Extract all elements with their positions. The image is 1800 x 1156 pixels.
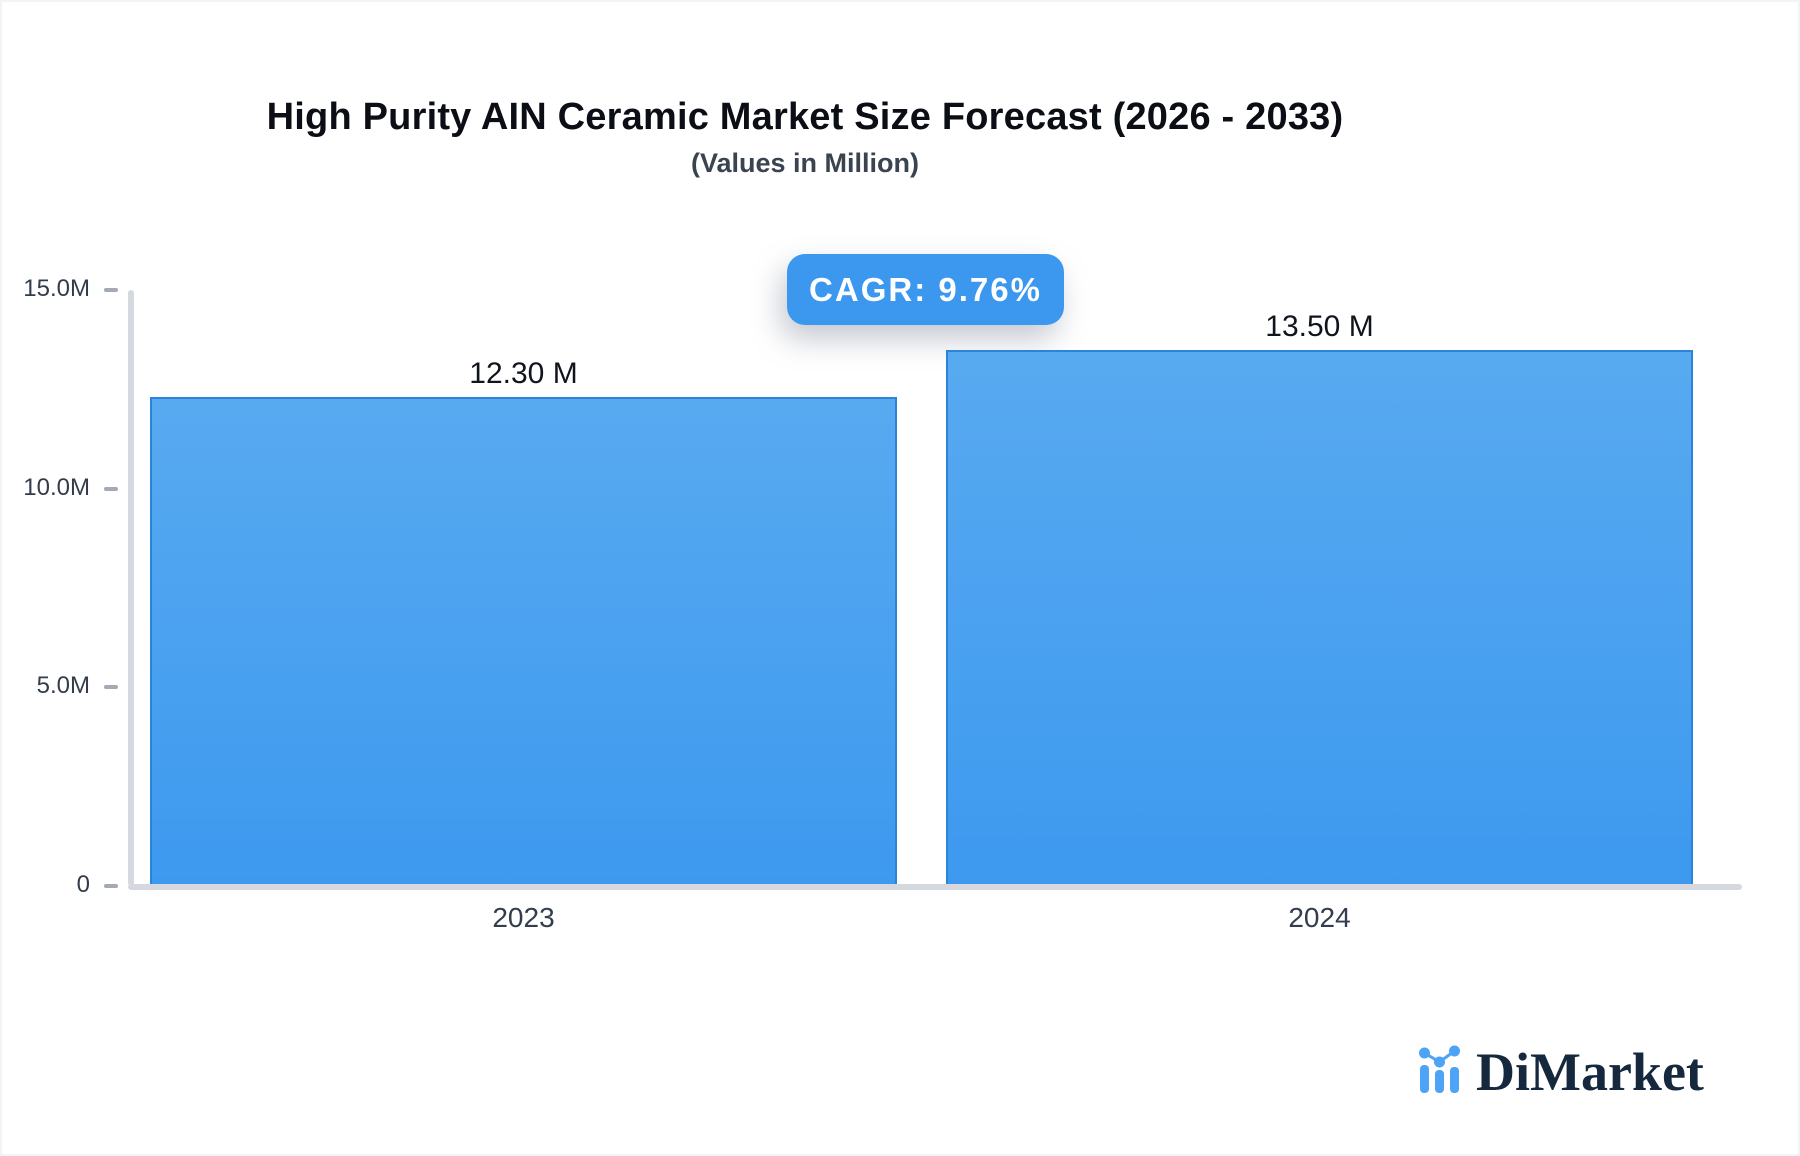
y-axis-tick-mark — [104, 884, 118, 888]
bar-2023 — [150, 397, 897, 884]
y-axis-tick-label: 5.0M — [36, 672, 90, 700]
y-axis-line — [128, 290, 134, 886]
chart-subtitle: (Values in Million) — [690, 148, 920, 178]
y-axis-tick-mark — [104, 486, 118, 491]
dimarket-logo: DiMarket — [1414, 1040, 1704, 1101]
y-axis-tick-mark — [104, 288, 118, 292]
y-axis-tick-label: 15.0M — [23, 275, 90, 302]
y-axis-tick-label: 0 — [76, 871, 90, 898]
bar-value-label: 13.50 M — [1265, 309, 1374, 343]
bar-line-chart-icon — [1414, 1040, 1466, 1101]
x-axis-line — [128, 884, 1742, 890]
cagr-badge-label: CAGR: 9.76% — [809, 270, 1042, 308]
y-axis-tick-mark — [104, 685, 118, 690]
logo-text: DiMarket — [1476, 1042, 1704, 1102]
cagr-badge: CAGR: 9.76% — [787, 254, 1064, 325]
x-axis-category-label: 2023 — [492, 902, 555, 933]
x-axis-category-label: 2024 — [1288, 902, 1351, 933]
bar-2024 — [946, 349, 1693, 884]
chart-title: High Purity AIN Ceramic Market Size Fore… — [266, 96, 1344, 138]
bar-value-label: 12.30 M — [469, 357, 578, 391]
y-axis-tick-label: 10.0M — [23, 473, 90, 501]
